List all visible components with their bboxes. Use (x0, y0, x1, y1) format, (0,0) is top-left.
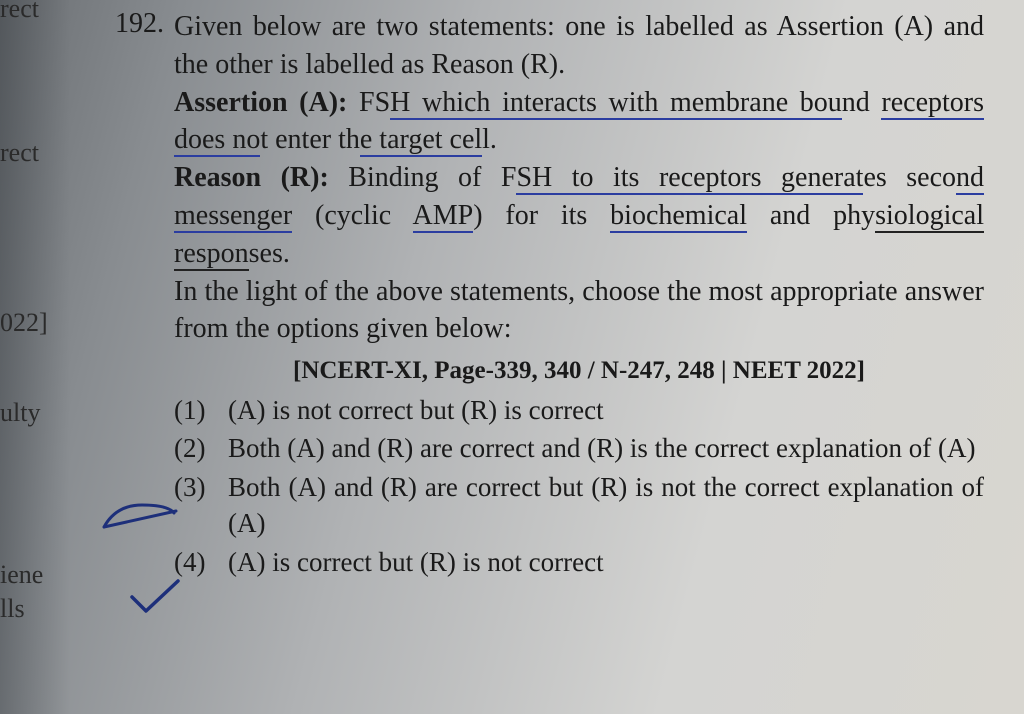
question-tail: In the light of the above statements, ch… (174, 276, 984, 345)
option-text: (A) is not correct but (R) is correct (228, 392, 984, 428)
margin-fragment: lls (0, 594, 25, 624)
reason-text: Binding of F (329, 162, 517, 193)
assertion-text: nd (842, 87, 882, 118)
reason-text: ses. (249, 238, 290, 269)
reason-text: (cyclic (292, 200, 412, 231)
reason-label: Reason (R): (174, 162, 329, 193)
reason-text: and phy (747, 200, 875, 231)
reason-text: es seco (863, 162, 956, 193)
option-3: (3) Both (A) and (R) are correct but (R)… (174, 469, 984, 542)
reason-underline: AMP (413, 200, 474, 233)
option-number: (2) (174, 430, 228, 466)
question-number: 192. (90, 8, 174, 40)
page: rect rect 022] ulty iene lls 192. Given … (0, 0, 1024, 714)
assertion-text: t enter th (260, 124, 360, 155)
option-text: Both (A) and (R) are correct and (R) is … (228, 430, 984, 466)
question-intro: Given below are two statements: one is l… (174, 11, 984, 80)
margin-fragment: rect (0, 0, 39, 24)
option-1: (1) (A) is not correct but (R) is correc… (174, 392, 984, 428)
assertion-text: FS (347, 87, 390, 118)
option-text: (A) is correct but (R) is not correct (228, 544, 984, 580)
question-body: Given below are two statements: one is l… (174, 8, 984, 580)
option-number: (3) (174, 469, 228, 505)
options-list: (1) (A) is not correct but (R) is correc… (174, 392, 984, 580)
margin-fragment: iene (0, 560, 43, 590)
margin-fragment: 022] (0, 308, 48, 338)
assertion-label: Assertion (A): (174, 87, 347, 118)
assertion-underline: e target cel (360, 124, 482, 157)
assertion-text: l. (482, 124, 497, 155)
option-text: Both (A) and (R) are correct but (R) is … (228, 469, 984, 542)
option-number: (4) (174, 544, 228, 580)
option-number: (1) (174, 392, 228, 428)
question-block: 192. Given below are two statements: one… (90, 8, 984, 580)
reason-underline: biochemical (610, 200, 747, 233)
question-reference: [NCERT-XI, Page-339, 340 / N-247, 248 | … (174, 354, 984, 388)
reason-underline: SH to its receptors generat (516, 162, 863, 195)
pen-tick-icon (128, 577, 182, 617)
margin-fragment: rect (0, 138, 39, 168)
assertion-underline: H which interacts with membrane bou (390, 87, 842, 120)
reason-text: ) for its (473, 200, 610, 231)
option-4: (4) (A) is correct but (R) is not correc… (174, 544, 984, 580)
option-2: (2) Both (A) and (R) are correct and (R)… (174, 430, 984, 466)
margin-fragment: ulty (0, 398, 40, 428)
